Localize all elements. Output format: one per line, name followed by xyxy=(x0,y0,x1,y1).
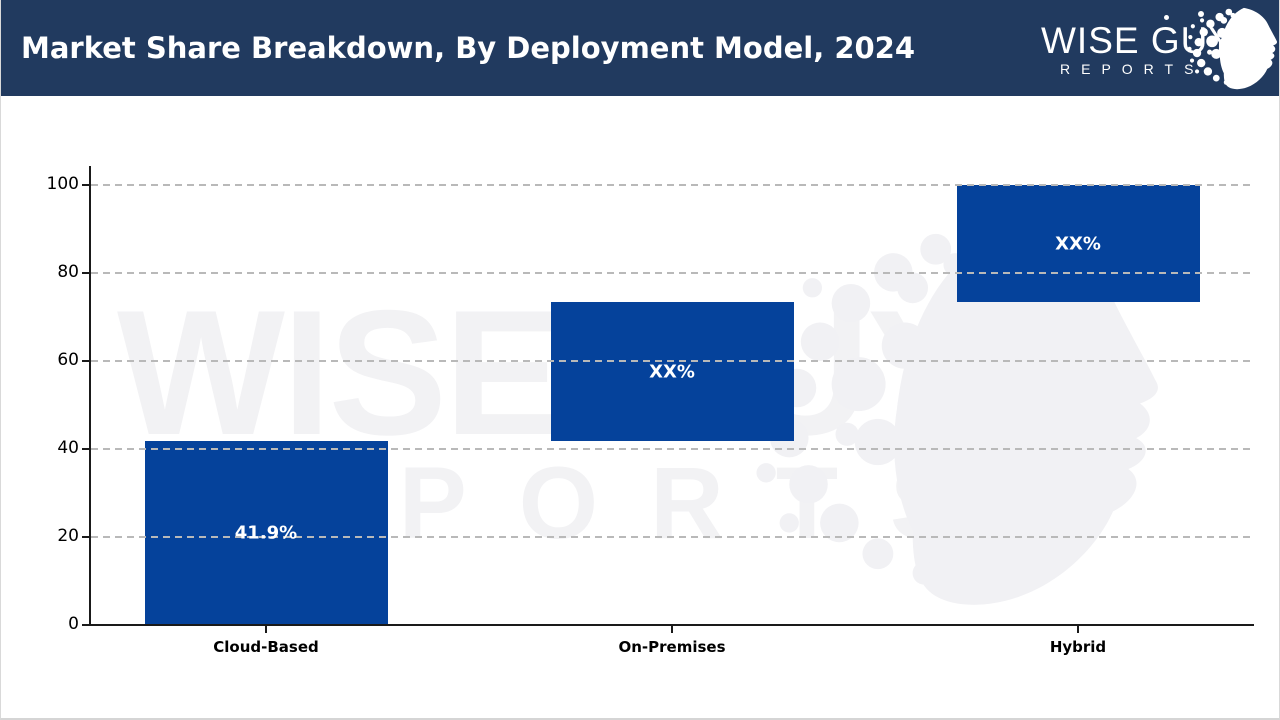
logo-dot-icon xyxy=(1198,11,1204,17)
y-label-100: 100 xyxy=(46,174,79,194)
page-title: Market Share Breakdown, By Deployment Mo… xyxy=(21,31,916,65)
y-axis-line xyxy=(89,166,91,626)
bar-hybrid xyxy=(956,185,1200,303)
y-label-20: 20 xyxy=(57,526,79,546)
gridline-60 xyxy=(91,360,1254,362)
x-tick-on-premises xyxy=(671,626,673,633)
gridline-40 xyxy=(91,448,1254,450)
bar-cloud-based xyxy=(144,440,388,625)
y-tick-20 xyxy=(82,536,90,538)
y-tick-100 xyxy=(82,184,90,186)
y-tick-0 xyxy=(82,624,90,626)
x-axis-line xyxy=(89,624,1254,626)
y-tick-80 xyxy=(82,272,90,274)
bar-on-premises xyxy=(550,302,794,441)
gridline-100 xyxy=(91,184,1254,186)
bar-value-label-on-premises: XX% xyxy=(649,361,695,383)
y-label-0: 0 xyxy=(68,614,79,634)
logo-reports-text: REPORTS xyxy=(1060,61,1205,77)
header-banner: Market Share Breakdown, By Deployment Mo… xyxy=(1,0,1279,96)
y-tick-60 xyxy=(82,360,90,362)
gridline-80 xyxy=(91,272,1254,274)
logo-wordmark: WISE GUY xyxy=(1041,20,1235,61)
x-tick-cloud-based xyxy=(265,626,267,633)
y-label-60: 60 xyxy=(57,350,79,370)
gridline-20 xyxy=(91,536,1254,538)
y-tick-40 xyxy=(82,448,90,450)
x-label-on-premises: On-Premises xyxy=(618,638,726,656)
bar-value-label-hybrid: XX% xyxy=(1055,233,1101,255)
x-tick-hybrid xyxy=(1077,626,1079,633)
y-label-80: 80 xyxy=(57,262,79,282)
y-label-40: 40 xyxy=(57,438,79,458)
x-label-cloud-based: Cloud-Based xyxy=(213,638,319,656)
bar-value-label-cloud-based: 41.9% xyxy=(234,522,298,544)
logo-dot-icon xyxy=(1164,15,1169,20)
x-label-hybrid: Hybrid xyxy=(1049,638,1107,656)
